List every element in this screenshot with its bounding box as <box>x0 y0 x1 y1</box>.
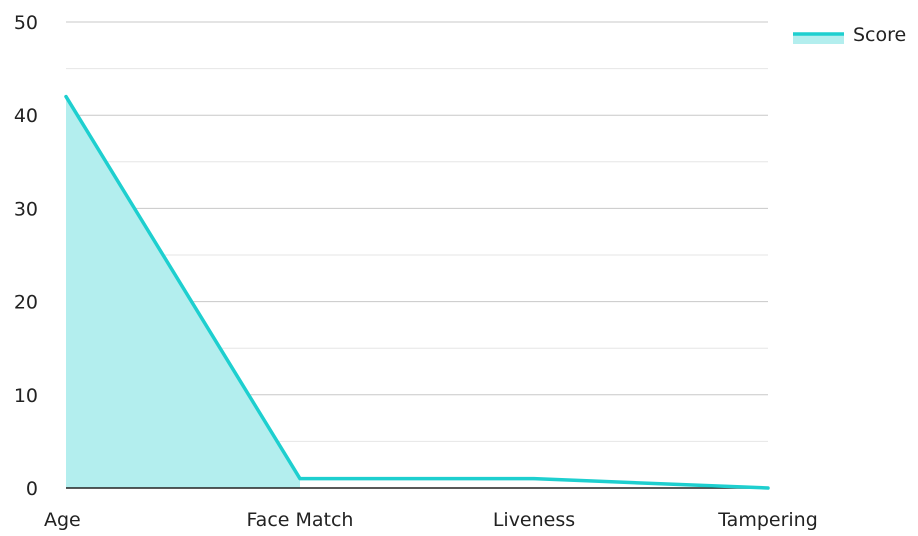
x-tick-label: Face Match <box>247 509 354 531</box>
y-tick-label: 30 <box>14 198 38 220</box>
series-line-layer <box>64 94 770 490</box>
y-tick-label: 50 <box>14 12 38 34</box>
x-tick-label: Liveness <box>493 509 575 531</box>
legend-label-score: Score <box>853 24 906 46</box>
legend: Score <box>793 24 906 46</box>
data-point <box>298 477 302 481</box>
series-line-score <box>64 94 770 490</box>
y-tick-label: 40 <box>14 105 38 127</box>
y-tick-label: 10 <box>14 385 38 407</box>
x-tick-label: Age <box>44 509 81 531</box>
y-axis-ticks: 0 10 20 30 40 50 <box>14 12 38 500</box>
data-point <box>766 486 770 490</box>
x-axis-ticks: Age Face Match Liveness Tampering <box>44 509 818 531</box>
y-tick-label: 0 <box>26 478 38 500</box>
x-tick-label: Tampering <box>717 509 818 531</box>
legend-swatch-fill <box>793 34 844 44</box>
y-tick-label: 20 <box>14 292 38 314</box>
data-point <box>532 477 536 481</box>
data-point <box>64 95 68 99</box>
